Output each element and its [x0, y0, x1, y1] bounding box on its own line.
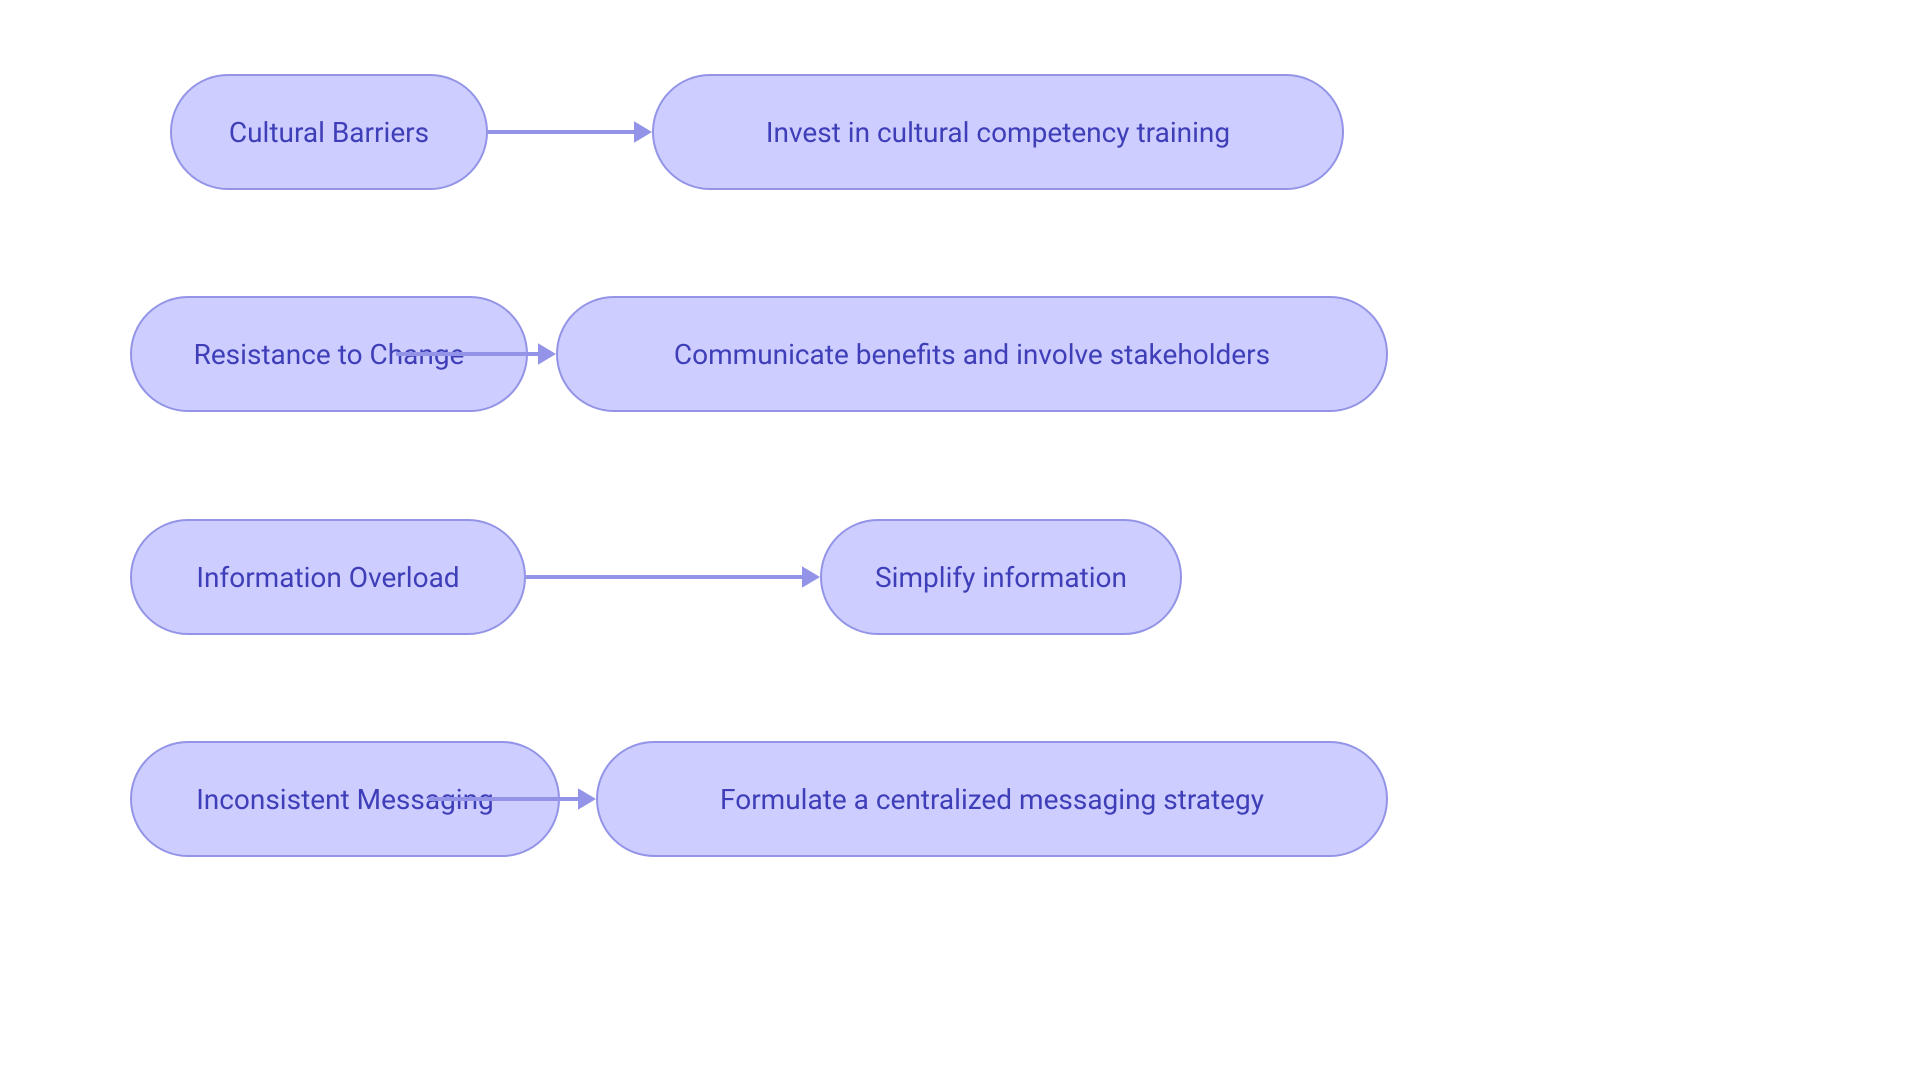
node-right-2-label: Simplify information: [875, 561, 1127, 594]
node-right-2: Simplify information: [820, 519, 1182, 635]
node-right-1: Communicate benefits and involve stakeho…: [556, 296, 1388, 412]
node-left-1: Resistance to Change: [130, 296, 528, 412]
node-right-0: Invest in cultural competency training: [652, 74, 1344, 190]
arrow-2: [526, 557, 820, 597]
node-right-0-label: Invest in cultural competency training: [766, 116, 1230, 149]
node-right-1-label: Communicate benefits and involve stakeho…: [674, 338, 1270, 371]
arrow-0: [488, 112, 652, 152]
node-left-3-label: Inconsistent Messaging: [196, 783, 494, 816]
node-left-1-label: Resistance to Change: [194, 338, 465, 371]
node-left-3: Inconsistent Messaging: [130, 741, 560, 857]
node-right-3-label: Formulate a centralized messaging strate…: [720, 783, 1264, 816]
node-left-2: Information Overload: [130, 519, 526, 635]
diagram-canvas: Cultural Barriers Invest in cultural com…: [0, 0, 1920, 1083]
node-right-3: Formulate a centralized messaging strate…: [596, 741, 1388, 857]
node-left-2-label: Information Overload: [196, 561, 459, 594]
node-left-0-label: Cultural Barriers: [229, 116, 429, 149]
node-left-0: Cultural Barriers: [170, 74, 488, 190]
